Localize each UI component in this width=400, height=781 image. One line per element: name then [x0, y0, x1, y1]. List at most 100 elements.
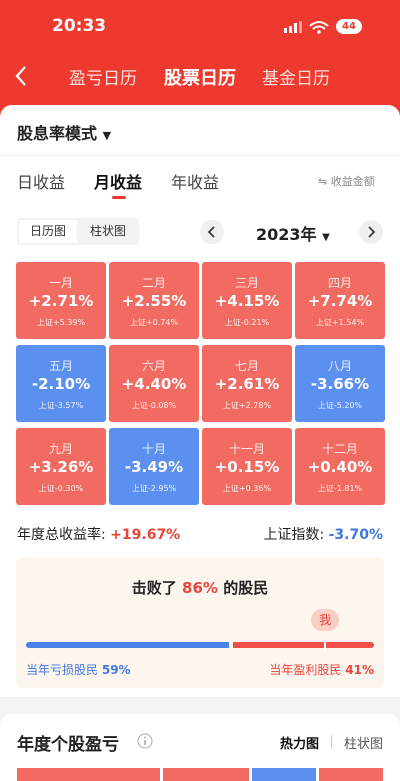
year-selector[interactable]: 2023年 ▼ [256, 225, 330, 244]
month-name: 三月 [234, 276, 259, 290]
loss-pct: 59% [101, 663, 131, 677]
period-tab[interactable]: 年收益 [171, 173, 220, 192]
month-index: 上证-3.57% [38, 401, 84, 410]
month-cell[interactable]: 四月 +7.74% 上证+1.54% [295, 262, 385, 339]
month-cell[interactable]: 十二月 +0.40% 上证-1.81% [295, 428, 385, 505]
divider [0, 155, 400, 156]
month-cell[interactable]: 九月 +3.26% 上证-0.30% [16, 428, 106, 505]
mode-selector[interactable]: 股息率模式 ▼ [17, 124, 112, 143]
month-return: +2.71% [28, 292, 94, 310]
month-name: 五月 [48, 359, 73, 373]
prev-year[interactable] [200, 220, 224, 244]
month-return: +7.74% [307, 292, 373, 310]
month-cell[interactable]: 三月 +4.15% 上证-0.21% [202, 262, 292, 339]
month-return: +3.26% [28, 458, 94, 476]
month-name: 四月 [327, 276, 352, 290]
amount-toggle[interactable]: ⇋ 收益金额 [318, 175, 375, 188]
month-cell[interactable]: 十一月 +0.15% 上证+0.36% [202, 428, 292, 505]
month-name: 一月 [48, 276, 73, 290]
index-return: 上证指数: -3.70% [263, 524, 383, 544]
month-return: +0.15% [214, 458, 280, 476]
month-index: 上证-0.21% [224, 318, 270, 327]
month-cell[interactable]: 十月 -3.49% 上证-2.95% [109, 428, 199, 505]
annual-value: +19.67% [110, 527, 181, 543]
month-name: 二月 [141, 276, 166, 290]
section2-title: 年度个股盈亏 [17, 735, 119, 755]
me-tick [324, 639, 327, 651]
time: 20:33 [52, 16, 107, 36]
month-return: -3.66% [310, 375, 370, 393]
nav-tab[interactable]: 股票日历 [164, 68, 236, 89]
annual-return: 年度总收益率: +19.67% [17, 524, 180, 544]
section2-tab[interactable]: 柱状图 [343, 737, 383, 752]
nav-tab[interactable]: 基金日历 [262, 69, 330, 89]
section2-tab[interactable]: 热力图 [279, 737, 319, 752]
next-year[interactable] [359, 220, 383, 244]
profit-text: 当年盈利股民 [269, 663, 342, 677]
month-return: +0.40% [307, 458, 373, 476]
month-return: -2.10% [31, 375, 91, 393]
month-cell[interactable]: 二月 +2.55% 上证+0.74% [109, 262, 199, 339]
month-return: +2.61% [214, 375, 280, 393]
month-name: 七月 [234, 359, 259, 373]
month-return: +4.15% [214, 292, 280, 310]
month-index: 上证+5.39% [36, 318, 86, 327]
month-cell[interactable]: 五月 -2.10% 上证-3.57% [16, 345, 106, 422]
month-index: 上证-5.20% [317, 401, 363, 410]
month-cell[interactable]: 七月 +2.61% 上证+2.78% [202, 345, 292, 422]
heat-cell [17, 768, 160, 781]
view-tab[interactable]: 日历图 [19, 220, 77, 243]
loss-label: 当年亏损股民 59% [26, 661, 131, 678]
beat-prefix: 击败了 [131, 579, 177, 597]
month-name: 九月 [48, 442, 73, 456]
toggle-label: 收益金额 [330, 175, 375, 188]
month-index: 上证+0.74% [129, 318, 179, 327]
me-marker: 我 [311, 609, 340, 631]
year: 2023年 [256, 225, 317, 244]
period-tab[interactable]: 日收益 [17, 173, 66, 192]
index-value: -3.70% [328, 527, 383, 543]
month-index: 上证-0.30% [38, 484, 84, 493]
month-index: 上证-1.81% [317, 484, 363, 493]
view-toggle: 日历图 柱状图 [17, 218, 139, 245]
month-name: 十一月 [228, 442, 265, 456]
month-return: +2.55% [121, 292, 187, 310]
mode-label: 股息率模式 [17, 124, 98, 143]
heat-cell [319, 768, 383, 781]
month-name: 十月 [141, 442, 166, 456]
info-icon[interactable] [137, 733, 153, 749]
tab-underline [112, 196, 126, 199]
month-cell[interactable]: 八月 -3.66% 上证-5.20% [295, 345, 385, 422]
profit-label: 当年盈利股民 41% [269, 661, 374, 678]
month-return: -3.49% [124, 458, 184, 476]
month-name: 十二月 [321, 442, 358, 456]
loss-bar [26, 642, 229, 648]
beat-pct: 86% [182, 579, 218, 597]
month-name: 八月 [327, 359, 352, 373]
view-tab[interactable]: 柱状图 [89, 224, 126, 238]
heat-cell [252, 768, 316, 781]
month-name: 六月 [141, 359, 166, 373]
month-cell[interactable]: 六月 +4.40% 上证-0.08% [109, 345, 199, 422]
index-label: 上证指数: [263, 527, 325, 543]
month-return: +4.40% [121, 375, 187, 393]
month-index: 上证-0.08% [131, 401, 177, 410]
beat-suffix: 的股民 [223, 579, 269, 597]
beat-text: 击败了 86% 的股民 [0, 577, 400, 598]
annual-label: 年度总收益率: [17, 527, 106, 543]
period-tab[interactable]: 月收益 [94, 173, 143, 192]
back-button[interactable] [12, 64, 32, 88]
nav-tab[interactable]: 盈亏日历 [69, 69, 137, 89]
month-index: 上证+1.54% [315, 318, 365, 327]
month-index: 上证+2.78% [222, 401, 272, 410]
header [0, 0, 400, 120]
heat-cell [163, 768, 249, 781]
status-icons [284, 21, 329, 34]
battery: 44 [336, 19, 362, 34]
profit-pct: 41% [345, 663, 374, 677]
month-index: 上证+0.36% [222, 484, 272, 493]
month-cell[interactable]: 一月 +2.71% 上证+5.39% [16, 262, 106, 339]
profit-bar [232, 642, 374, 648]
month-index: 上证-2.95% [131, 484, 177, 493]
